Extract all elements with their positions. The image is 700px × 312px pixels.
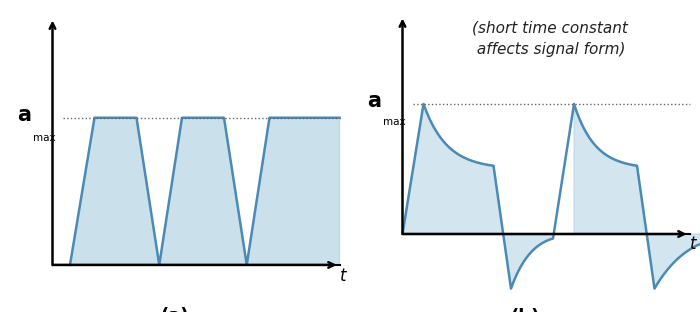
Polygon shape	[70, 118, 340, 265]
Text: max: max	[34, 133, 56, 143]
Text: $\bf{a}$: $\bf{a}$	[367, 91, 382, 111]
Text: t: t	[340, 266, 346, 285]
Text: (b): (b)	[510, 308, 540, 312]
Text: (a): (a)	[161, 307, 189, 312]
Text: (short time constant
 affects signal form): (short time constant affects signal form…	[473, 21, 629, 57]
Text: t: t	[690, 235, 696, 253]
Text: max: max	[384, 117, 406, 127]
Text: $\bf{a}$: $\bf{a}$	[17, 105, 32, 125]
